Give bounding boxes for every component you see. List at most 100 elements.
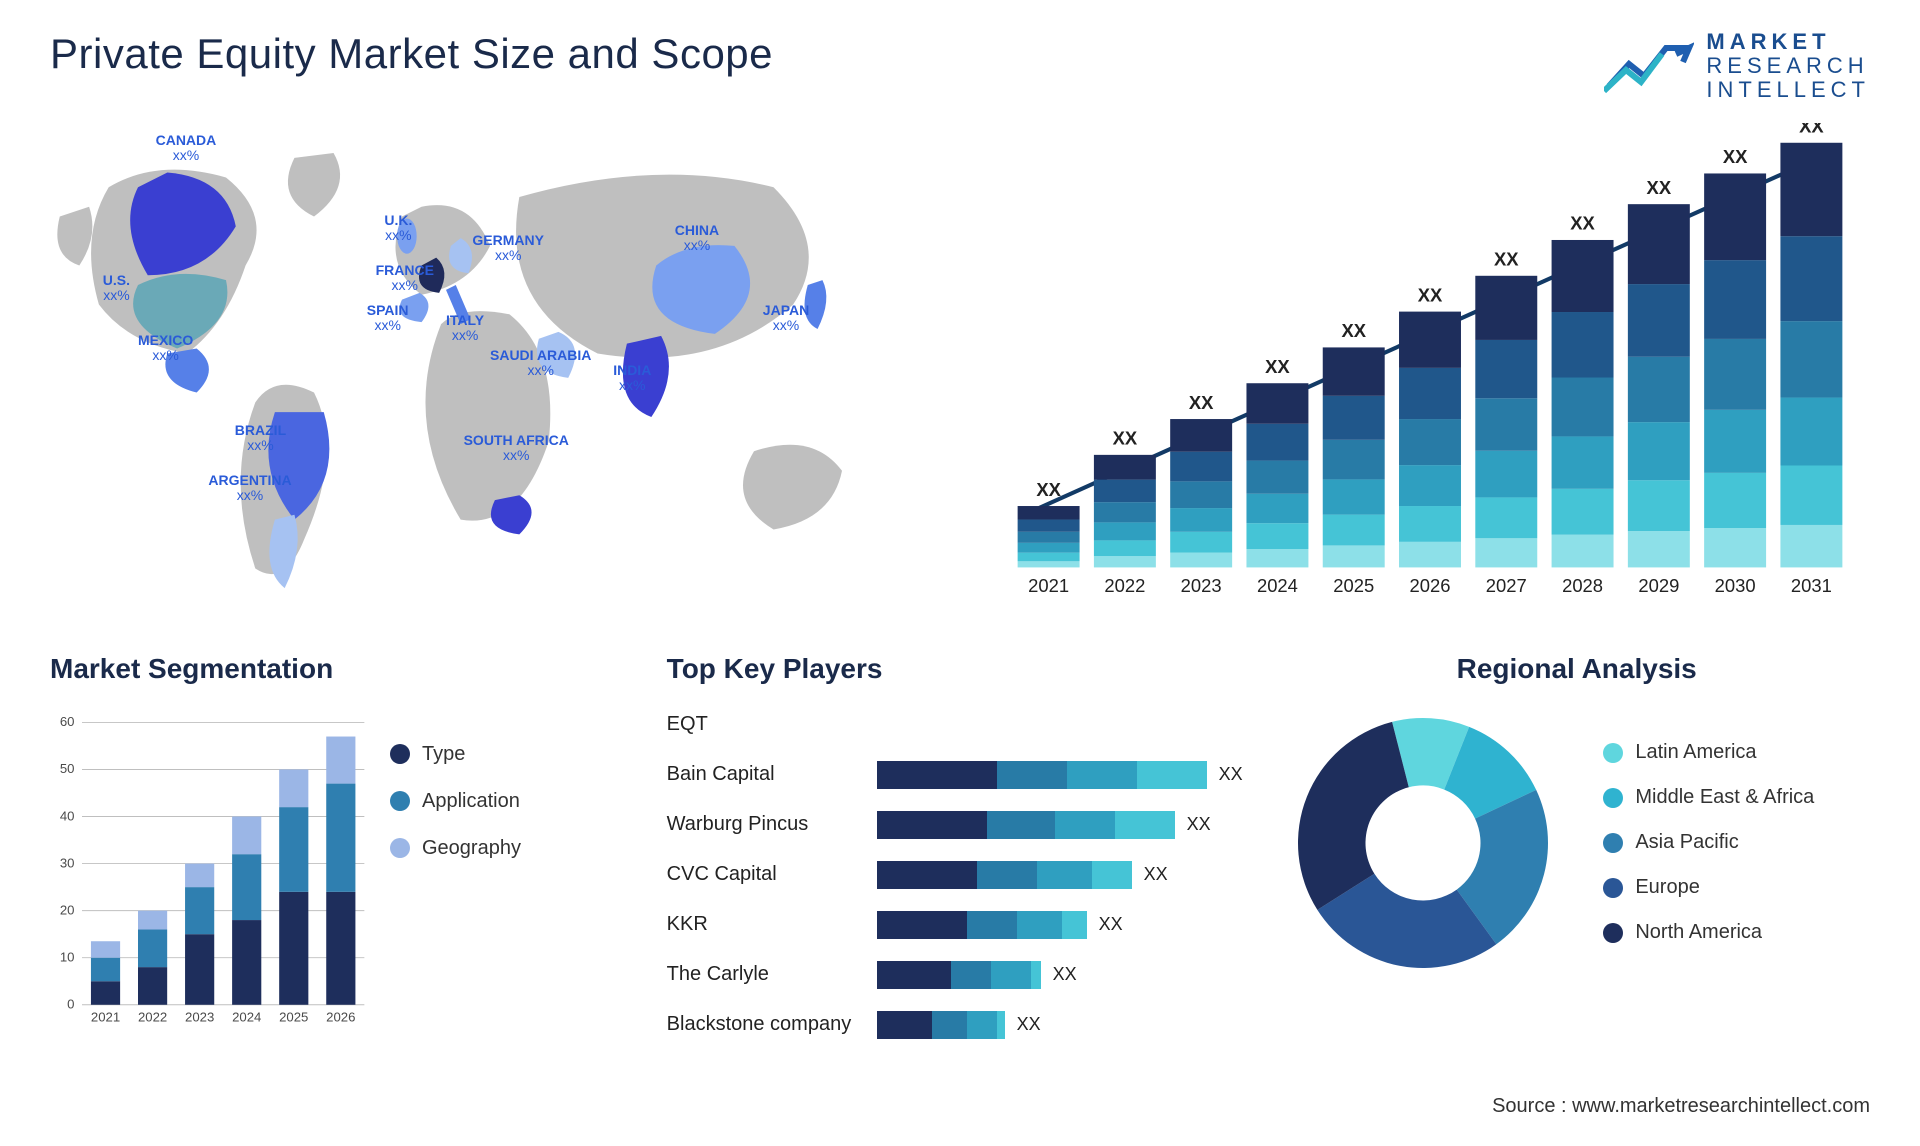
player-bar-area: XX — [877, 811, 1254, 839]
player-bar-segment — [997, 761, 1067, 789]
legend-label: Type — [422, 743, 465, 766]
svg-text:XX: XX — [1570, 212, 1595, 233]
svg-text:2025: 2025 — [279, 1009, 308, 1024]
svg-text:2021: 2021 — [91, 1009, 120, 1024]
map-label: FRANCExx% — [376, 263, 434, 294]
svg-text:60: 60 — [60, 714, 75, 729]
player-bar-segment — [1017, 911, 1062, 939]
svg-text:2024: 2024 — [1257, 575, 1298, 596]
map-label: GERMANYxx% — [472, 233, 544, 264]
map-label: CANADAxx% — [156, 133, 217, 164]
svg-text:XX: XX — [1036, 478, 1061, 499]
player-name: Bain Capital — [667, 763, 867, 786]
player-bar-segment — [967, 1011, 997, 1039]
player-bar-segment — [997, 1011, 1005, 1039]
legend-swatch — [1603, 743, 1623, 763]
player-name: KKR — [667, 913, 867, 936]
legend-item: Latin America — [1603, 741, 1814, 764]
svg-text:50: 50 — [60, 761, 75, 776]
player-bar-area: XX — [877, 911, 1254, 939]
player-bar-segment — [991, 961, 1031, 989]
player-bar-area: XX — [877, 861, 1254, 889]
svg-text:XX: XX — [1723, 146, 1748, 167]
map-label: U.K.xx% — [384, 213, 412, 244]
legend-label: Middle East & Africa — [1635, 786, 1814, 809]
player-name: Blackstone company — [667, 1013, 867, 1036]
growth-chart-panel: XX2021XX2022XX2023XX2024XX2025XX2026XX20… — [990, 123, 1870, 623]
player-row: Bain Capital XX — [667, 753, 1254, 797]
legend-label: Asia Pacific — [1635, 831, 1738, 854]
player-bar-segment — [1115, 811, 1175, 839]
player-name: CVC Capital — [667, 863, 867, 886]
player-name: EQT — [667, 713, 867, 736]
legend-swatch — [1603, 923, 1623, 943]
player-bar-segment — [877, 761, 997, 789]
svg-text:XX: XX — [1113, 427, 1138, 448]
map-label: U.S.xx% — [103, 273, 130, 304]
legend-item: Asia Pacific — [1603, 831, 1814, 854]
player-bar — [877, 811, 1175, 839]
legend-swatch — [1603, 878, 1623, 898]
player-bar-segment — [1062, 911, 1087, 939]
player-value: XX — [1219, 764, 1243, 785]
regional-donut — [1283, 703, 1563, 983]
svg-text:2023: 2023 — [185, 1009, 214, 1024]
regional-title: Regional Analysis — [1283, 653, 1870, 685]
map-label: JAPANxx% — [763, 303, 809, 334]
svg-text:XX: XX — [1189, 391, 1214, 412]
page-title: Private Equity Market Size and Scope — [50, 30, 773, 78]
player-row: Blackstone companyXX — [667, 1003, 1254, 1047]
legend-item: Type — [390, 743, 521, 766]
brand-logo: MARKET RESEARCH INTELLECT — [1604, 30, 1870, 103]
legend-item: Application — [390, 790, 521, 813]
legend-swatch — [390, 838, 410, 858]
svg-text:XX: XX — [1341, 320, 1366, 341]
legend-item: Geography — [390, 837, 521, 860]
svg-text:2031: 2031 — [1791, 575, 1832, 596]
map-label: SPAINxx% — [367, 303, 409, 334]
players-list: EQTBain CapitalXXWarburg PincusXXCVC Cap… — [667, 703, 1254, 1047]
players-panel: Top Key Players EQTBain CapitalXXWarburg… — [667, 653, 1254, 1073]
svg-text:20: 20 — [60, 902, 75, 917]
legend-swatch — [390, 744, 410, 764]
player-row: EQT — [667, 703, 1254, 747]
svg-text:0: 0 — [67, 996, 74, 1011]
segmentation-panel: Market Segmentation 01020304050602021202… — [50, 653, 637, 1073]
player-bar-segment — [1137, 761, 1207, 789]
svg-text:2028: 2028 — [1562, 575, 1603, 596]
player-name: Warburg Pincus — [667, 813, 867, 836]
player-bar-area: XX — [877, 761, 1254, 789]
legend-label: Europe — [1635, 876, 1700, 899]
map-label: SAUDI ARABIAxx% — [490, 348, 591, 379]
player-bar-segment — [1031, 961, 1041, 989]
svg-text:2029: 2029 — [1638, 575, 1679, 596]
source-caption: Source : www.marketresearchintellect.com — [1492, 1095, 1870, 1118]
player-value: XX — [1187, 814, 1211, 835]
legend-label: North America — [1635, 921, 1762, 944]
map-label: ITALYxx% — [446, 313, 484, 344]
svg-text:2022: 2022 — [138, 1009, 167, 1024]
svg-text:2025: 2025 — [1333, 575, 1374, 596]
legend-swatch — [1603, 833, 1623, 853]
legend-label: Geography — [422, 837, 521, 860]
svg-text:2026: 2026 — [1410, 575, 1451, 596]
legend-swatch — [390, 791, 410, 811]
player-bar — [877, 911, 1087, 939]
player-row: CVC Capital XX — [667, 853, 1254, 897]
segmentation-chart: 0102030405060202120222023202420252026 — [50, 703, 370, 1043]
map-label: CHINAxx% — [675, 223, 719, 254]
legend-item: Europe — [1603, 876, 1814, 899]
logo-line1: MARKET — [1706, 30, 1870, 54]
svg-text:XX: XX — [1647, 176, 1672, 197]
svg-text:XX: XX — [1799, 123, 1824, 137]
player-bar-segment — [1067, 761, 1137, 789]
player-bar-area: XX — [877, 961, 1254, 989]
svg-text:XX: XX — [1418, 284, 1443, 305]
world-map-panel: CANADAxx%U.S.xx%MEXICOxx%BRAZILxx%ARGENT… — [50, 123, 930, 623]
svg-text:10: 10 — [60, 949, 75, 964]
player-bar-segment — [877, 1011, 932, 1039]
map-label: ARGENTINAxx% — [208, 473, 291, 504]
svg-text:40: 40 — [60, 808, 75, 823]
growth-chart: XX2021XX2022XX2023XX2024XX2025XX2026XX20… — [990, 123, 1870, 623]
segmentation-title: Market Segmentation — [50, 653, 637, 685]
